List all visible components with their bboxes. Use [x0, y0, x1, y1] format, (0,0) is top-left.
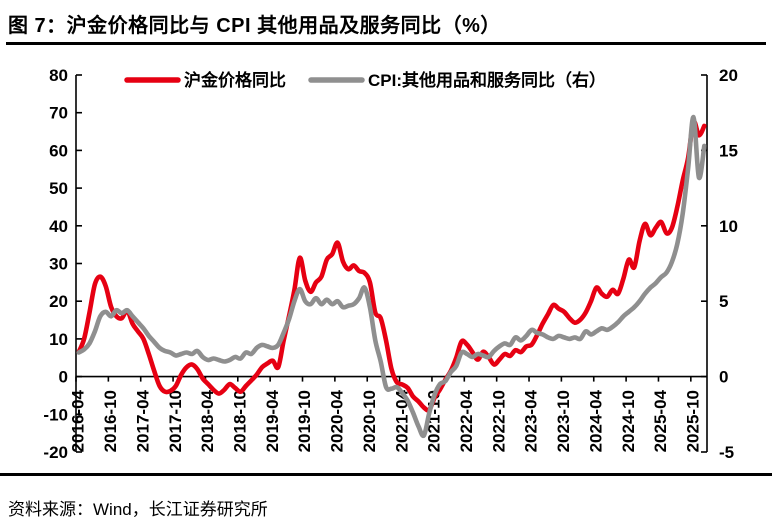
axis-labels: 80706050403020100-10-2020151050-52016-04…	[43, 66, 738, 462]
x-axis-tick-label: 2017-04	[133, 389, 152, 452]
x-axis-tick-label: 2023-04	[522, 389, 541, 452]
x-axis-tick-label: 2018-04	[198, 389, 217, 452]
right-axis-tick-label: -5	[719, 443, 734, 462]
x-axis-tick-label: 2022-04	[457, 389, 476, 452]
x-axis-tick-label: 2020-10	[360, 390, 379, 452]
left-axis-tick-label: 30	[49, 255, 68, 274]
right-axis-tick-label: 0	[719, 368, 728, 387]
x-axis-tick-label: 2018-10	[230, 390, 249, 452]
left-axis-tick-label: 0	[59, 368, 68, 387]
title-divider	[6, 42, 766, 45]
left-axis-tick-label: 80	[49, 66, 68, 85]
left-axis-tick-label: 20	[49, 292, 68, 311]
cpi-yoy-line	[76, 114, 707, 439]
legend-label-cpi: CPI:其他用品和服务同比（右）	[368, 70, 606, 90]
x-axis-tick-label: 2024-04	[586, 389, 605, 452]
x-axis-tick-label: 2025-04	[651, 389, 670, 452]
source-note: 资料来源：Wind，长江证券研究所	[8, 500, 268, 519]
right-axis-tick-label: 15	[719, 141, 738, 160]
left-axis-tick-label: 10	[49, 330, 68, 349]
x-axis-tick-label: 2016-04	[69, 389, 88, 452]
gold-yoy-line	[76, 119, 707, 413]
x-axis-tick-label: 2019-04	[263, 389, 282, 452]
x-axis-tick-label: 2017-10	[166, 390, 185, 452]
x-axis-tick-label: 2016-10	[101, 390, 120, 452]
figure-title: 图 7：沪金价格同比与 CPI 其他用品及服务同比（%）	[8, 15, 501, 37]
x-axis-tick-label: 2024-10	[619, 390, 638, 452]
legend-label-gold: 沪金价格同比	[184, 70, 286, 90]
right-axis-tick-label: 20	[719, 66, 738, 85]
x-axis-tick-label: 2020-04	[328, 389, 347, 452]
x-axis-tick-label: 2021-04	[392, 389, 411, 452]
left-axis-tick-label: 50	[49, 179, 68, 198]
left-axis-tick-label: -20	[43, 443, 68, 462]
bottom-divider	[0, 473, 772, 476]
right-axis-tick-label: 5	[719, 292, 728, 311]
left-axis-tick-label: -10	[43, 405, 68, 424]
right-axis-tick-label: 10	[719, 217, 738, 236]
x-axis-tick-label: 2023-10	[554, 390, 573, 452]
legend: 沪金价格同比 CPI:其他用品和服务同比（右）	[124, 70, 606, 90]
left-axis-tick-label: 70	[49, 104, 68, 123]
x-axis-tick-label: 2019-10	[295, 390, 314, 452]
x-axis-tick-label: 2025-10	[684, 390, 703, 452]
x-axis-tick-label: 2022-10	[489, 390, 508, 452]
left-axis-tick-label: 60	[49, 141, 68, 160]
left-axis-tick-label: 40	[49, 217, 68, 236]
